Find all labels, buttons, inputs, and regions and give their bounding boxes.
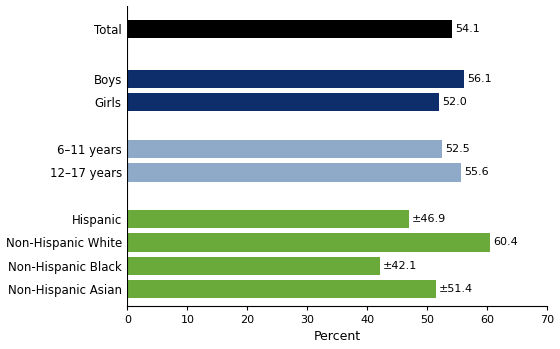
Text: 52.5: 52.5 <box>445 144 470 154</box>
Bar <box>127 210 409 228</box>
Bar <box>127 163 461 181</box>
Text: 52.0: 52.0 <box>442 97 467 107</box>
X-axis label: Percent: Percent <box>314 331 361 343</box>
Text: ±42.1: ±42.1 <box>383 261 417 271</box>
Bar <box>127 140 442 158</box>
Text: 60.4: 60.4 <box>493 237 517 247</box>
Text: ±51.4: ±51.4 <box>439 284 473 294</box>
Bar <box>127 93 440 111</box>
Bar <box>127 20 452 38</box>
Bar <box>127 257 380 275</box>
Bar <box>127 70 464 88</box>
Text: ±46.9: ±46.9 <box>412 214 446 224</box>
Bar <box>127 280 436 298</box>
Bar <box>127 233 490 252</box>
Text: 56.1: 56.1 <box>467 74 492 84</box>
Text: 54.1: 54.1 <box>455 24 480 34</box>
Text: 55.6: 55.6 <box>464 168 489 177</box>
